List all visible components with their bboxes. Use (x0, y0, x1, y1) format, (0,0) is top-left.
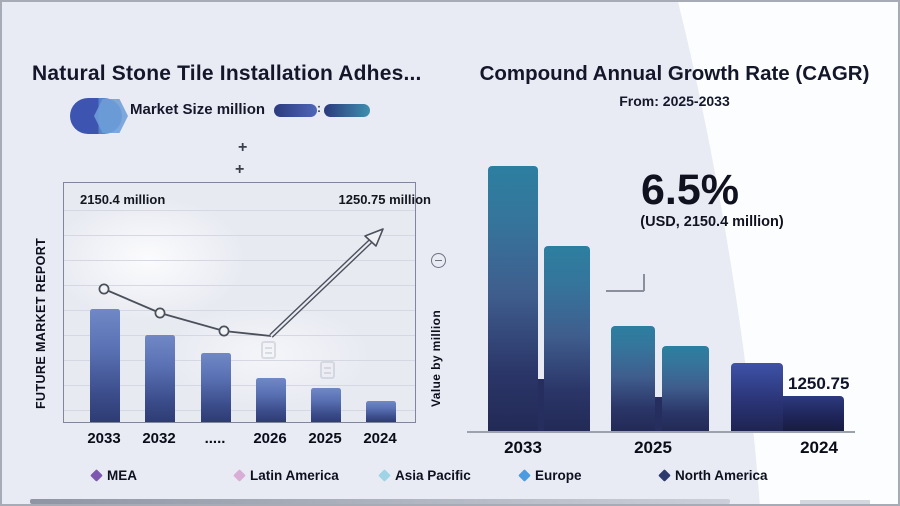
bar-merge (538, 379, 544, 431)
x-label: 2026 (253, 430, 287, 447)
x-label: 2033 (87, 430, 121, 447)
plus-icon: + (238, 139, 248, 156)
cagr-title: Compound Annual Growth Rate (CAGR) (479, 62, 870, 85)
diamond-icon (233, 469, 246, 482)
bar-2025 (311, 388, 341, 422)
gridlines (64, 210, 415, 412)
bar-2033-a (488, 166, 538, 431)
cagr-base-value: (USD, 2150.4 million) (640, 214, 784, 230)
bar-2024-b (783, 396, 844, 431)
legend-label: MEA (107, 468, 137, 483)
left-chart-title: Natural Stone Tile Installation Adhes... (32, 62, 422, 85)
plus-icon: + (235, 161, 245, 178)
window-bottom-shadow (30, 499, 730, 504)
end-value-annotation: 1250.75 million (338, 192, 432, 207)
ratio-pill-left-icon (274, 104, 317, 117)
x-label: ..... (204, 430, 226, 447)
ratio-separator: : (317, 101, 321, 115)
bar-merge (655, 397, 662, 431)
end-value-annotation: 1250.75 (788, 374, 850, 393)
minus-circle-icon (431, 253, 446, 268)
diamond-icon (658, 469, 671, 482)
window-bottom-shadow (800, 500, 870, 504)
corner-bracket-line (643, 274, 645, 291)
legend-label: North America (675, 468, 768, 483)
bar-2025-a (611, 326, 655, 431)
x-label: 2024 (363, 430, 397, 447)
bar-2024-a (731, 363, 783, 431)
x-axis-line (467, 431, 855, 433)
market-size-pill-icon (70, 98, 128, 134)
bar-2032 (145, 335, 175, 422)
x-label: 2025 (634, 438, 672, 457)
diamond-icon (378, 469, 391, 482)
corner-bracket-line (606, 290, 644, 292)
left-y-axis-label: FUTURE MARKET REPORT (34, 237, 48, 409)
legend-label: Europe (535, 468, 582, 483)
x-label: 2032 (142, 430, 176, 447)
x-label: 2033 (504, 438, 542, 457)
legend-label: Asia Pacific (395, 468, 471, 483)
market-size-legend-label: Market Size million (130, 101, 266, 118)
market-size-chart: 2150.4 million 1250.75 million (63, 182, 431, 423)
hexagon-icon (94, 99, 128, 133)
clipboard-watermark-icon (320, 361, 335, 379)
x-label: 2024 (800, 438, 838, 457)
cagr-subtitle: From: 2025-2033 (619, 93, 730, 109)
clipboard-watermark-icon (261, 341, 276, 359)
diamond-icon (90, 469, 103, 482)
cagr-chart: 2033 2025 2024 (462, 152, 862, 457)
bar-2033 (90, 309, 120, 422)
bar-2033-b (544, 246, 590, 431)
bar-2026 (256, 378, 286, 422)
bar-2024 (366, 401, 396, 422)
right-y-axis-label: Value by million (429, 309, 443, 407)
bar-2025-b (662, 346, 709, 431)
legend-label: Latin America (250, 468, 339, 483)
diamond-icon (518, 469, 531, 482)
max-value-annotation: 2150.4 million (80, 192, 166, 207)
x-label: 2025 (308, 430, 342, 447)
ratio-pill-right-icon (324, 104, 370, 117)
cagr-value: 6.5% (640, 166, 739, 214)
trend-line-arrow (98, 228, 384, 338)
bar-ellipsis (201, 353, 231, 422)
